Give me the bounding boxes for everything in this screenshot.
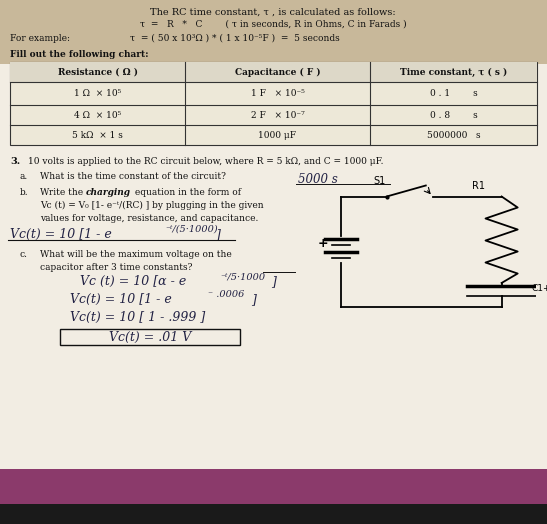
Text: τ  =   R   *   C        ( τ in seconds, R in Ohms, C in Farads ): τ = R * C ( τ in seconds, R in Ohms, C i… [139, 20, 406, 29]
Text: 1000 μF: 1000 μF [258, 130, 296, 139]
Text: Vc(t) = 10 [ 1 - .999 ]: Vc(t) = 10 [ 1 - .999 ] [70, 311, 205, 324]
Text: +: + [318, 237, 328, 250]
Bar [0, 64, 547, 524]
Text: Resistance ( Ω ): Resistance ( Ω ) [57, 68, 137, 77]
Text: equation in the form of: equation in the form of [132, 188, 241, 197]
Text: Fill out the following chart:: Fill out the following chart: [10, 50, 149, 59]
Text: τ  = ( 50 x 10³Ω ) * ( 1 x 10⁻⁵F )  =  5 seconds: τ = ( 50 x 10³Ω ) * ( 1 x 10⁻⁵F ) = 5 se… [130, 34, 340, 43]
Text: 1 Ω  × 10⁵: 1 Ω × 10⁵ [74, 89, 121, 98]
Text: What will be the maximum voltage on the: What will be the maximum voltage on the [40, 250, 232, 259]
Text: c.: c. [20, 250, 28, 259]
Bar [0, 469, 547, 524]
Text: Vc(t) = 10 [1 - e: Vc(t) = 10 [1 - e [70, 293, 172, 306]
Text: Vc (t) = V₀ [1- e⁻ᵗ/(RC) ] by plugging in the given: Vc (t) = V₀ [1- e⁻ᵗ/(RC) ] by plugging i… [40, 201, 264, 210]
Text: a.: a. [20, 172, 28, 181]
Text: 5 kΩ  × 1 s: 5 kΩ × 1 s [72, 130, 123, 139]
Text: S1: S1 [374, 176, 386, 186]
Text: b.: b. [20, 188, 28, 197]
Text: ⁻ᵗ/(5·1000): ⁻ᵗ/(5·1000) [165, 225, 218, 234]
Text: R1: R1 [472, 181, 485, 191]
Text: Write the: Write the [40, 188, 86, 197]
Text: charging: charging [86, 188, 131, 197]
Text: C1+: C1+ [532, 284, 547, 293]
Text: 4 Ω  × 10⁵: 4 Ω × 10⁵ [74, 111, 121, 119]
Text: 10 volts is applied to the RC circuit below, where R = 5 kΩ, and C = 1000 μF.: 10 volts is applied to the RC circuit be… [28, 157, 383, 166]
Text: values for voltage, resistance, and capacitance.: values for voltage, resistance, and capa… [40, 214, 258, 223]
Text: ⁻ᵗ/5·1000: ⁻ᵗ/5·1000 [220, 272, 265, 281]
Text: What is the time constant of the circuit?: What is the time constant of the circuit… [40, 172, 226, 181]
Text: ]: ] [268, 275, 277, 288]
Bar [10, 62, 537, 82]
Text: 2 F   × 10⁻⁷: 2 F × 10⁻⁷ [251, 111, 304, 119]
Text: 0 . 8        s: 0 . 8 s [429, 111, 478, 119]
Text: Time constant, τ ( s ): Time constant, τ ( s ) [400, 68, 507, 77]
Text: Vc (t) = 10 [α - e: Vc (t) = 10 [α - e [80, 275, 186, 288]
Text: 1 F   × 10⁻⁵: 1 F × 10⁻⁵ [251, 89, 305, 98]
Text: ⁻ .0006: ⁻ .0006 [208, 290, 245, 299]
Text: Vc(t) = .01 V: Vc(t) = .01 V [109, 331, 191, 344]
Text: ]: ] [215, 228, 220, 241]
Text: ]: ] [248, 293, 257, 306]
Bar [10, 62, 537, 145]
Text: 5000 s: 5000 s [298, 173, 337, 186]
Text: Capacitance ( F ): Capacitance ( F ) [235, 68, 321, 77]
Text: The RC time constant, τ , is calculated as follows:: The RC time constant, τ , is calculated … [150, 8, 396, 17]
Bar [60, 329, 240, 345]
Text: 5000000   s: 5000000 s [427, 130, 480, 139]
Text: 3.: 3. [10, 157, 20, 166]
Text: capacitor after 3 time constants?: capacitor after 3 time constants? [40, 263, 193, 272]
Bar [0, 504, 547, 524]
Text: Vc(t) = 10 [1 - e: Vc(t) = 10 [1 - e [10, 228, 112, 241]
Text: 0 . 1        s: 0 . 1 s [429, 89, 478, 98]
Text: For example:: For example: [10, 34, 70, 43]
